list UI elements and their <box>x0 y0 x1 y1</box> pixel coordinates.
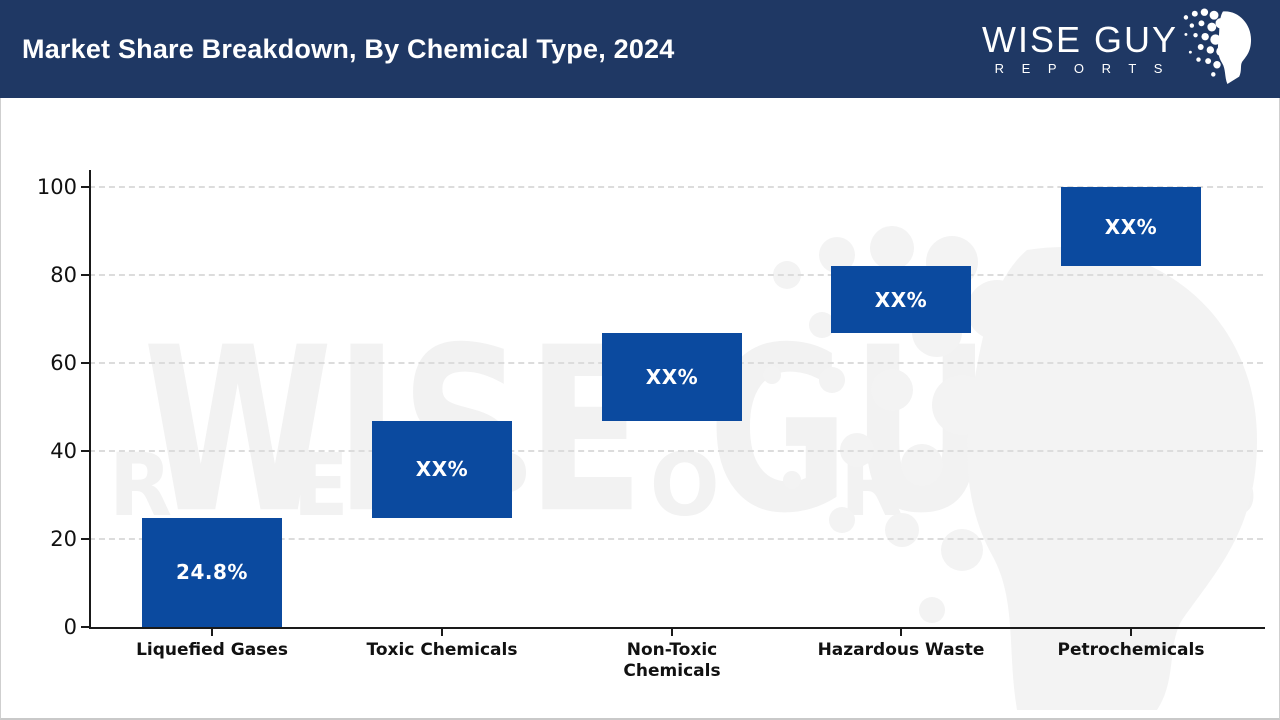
brand-subtitle: R E P O R T S <box>994 61 1170 76</box>
bar-value-label-petrochemicals: XX% <box>1104 214 1158 239</box>
x-axis-tick-hazardous-waste <box>900 629 902 636</box>
grid-line-40 <box>89 450 1263 452</box>
y-axis-tick-40 <box>81 450 89 452</box>
y-axis-tick-20 <box>81 538 89 540</box>
y-axis-tick-60 <box>81 362 89 364</box>
bar-value-label-hazardous-waste: XX% <box>874 287 928 312</box>
y-axis-tick-80 <box>81 274 89 276</box>
bar-hazardous-waste: XX% <box>831 266 971 334</box>
x-axis-tick-toxic-chemicals <box>441 629 443 636</box>
bar-non-toxic-chemicals: XX% <box>602 333 742 422</box>
y-axis-line <box>89 170 91 629</box>
bar-value-label-liquefied-gases: 24.8% <box>176 560 248 585</box>
y-axis-tick-label-40: 40 <box>50 439 77 463</box>
y-axis-tick-label-0: 0 <box>63 615 77 639</box>
x-axis-tick-petrochemicals <box>1130 629 1132 636</box>
dotted-head-logo-icon <box>1180 7 1254 91</box>
x-axis-label-non-toxic-chemicals: Non-Toxic Chemicals <box>623 640 721 682</box>
bar-toxic-chemicals: XX% <box>372 421 512 518</box>
x-axis-line <box>89 627 1265 629</box>
brand-wordmark: WISE GUY R E P O R T S <box>981 19 1178 77</box>
y-axis-tick-100 <box>81 186 89 188</box>
x-axis-label-hazardous-waste: Hazardous Waste <box>817 640 985 660</box>
grid-line-80 <box>89 274 1263 276</box>
brand-name: WISE GUY <box>981 19 1178 60</box>
grid-line-20 <box>89 538 1263 540</box>
x-axis-tick-liquefied-gases <box>211 629 213 636</box>
chart-title: Market Share Breakdown, By Chemical Type… <box>22 33 675 64</box>
x-axis-label-petrochemicals: Petrochemicals <box>1057 640 1205 660</box>
bar-petrochemicals: XX% <box>1061 187 1201 267</box>
y-axis-tick-label-80: 80 <box>50 263 77 287</box>
chart-area: WISE GUY R E P O R T S 0 20 40 60 80 100 24.8%… <box>0 98 1280 720</box>
x-axis-label-toxic-chemicals: Toxic Chemicals <box>366 640 518 660</box>
bar-value-label-non-toxic-chemicals: XX% <box>645 365 699 390</box>
y-axis-tick-0 <box>81 626 89 628</box>
y-axis-tick-label-20: 20 <box>50 527 77 551</box>
x-axis-tick-non-toxic-chemicals <box>671 629 673 636</box>
y-axis-tick-label-60: 60 <box>50 351 77 375</box>
y-axis-tick-label-100: 100 <box>36 175 77 199</box>
x-axis-label-liquefied-gases: Liquefied Gases <box>136 640 288 660</box>
bar-liquefied-gases: 24.8% <box>142 517 282 627</box>
header-bar: Market Share Breakdown, By Chemical Type… <box>0 0 1280 98</box>
brand-logo: WISE GUY R E P O R T S <box>982 7 1254 91</box>
bar-value-label-toxic-chemicals: XX% <box>415 457 469 482</box>
grid-line-100 <box>89 186 1263 188</box>
